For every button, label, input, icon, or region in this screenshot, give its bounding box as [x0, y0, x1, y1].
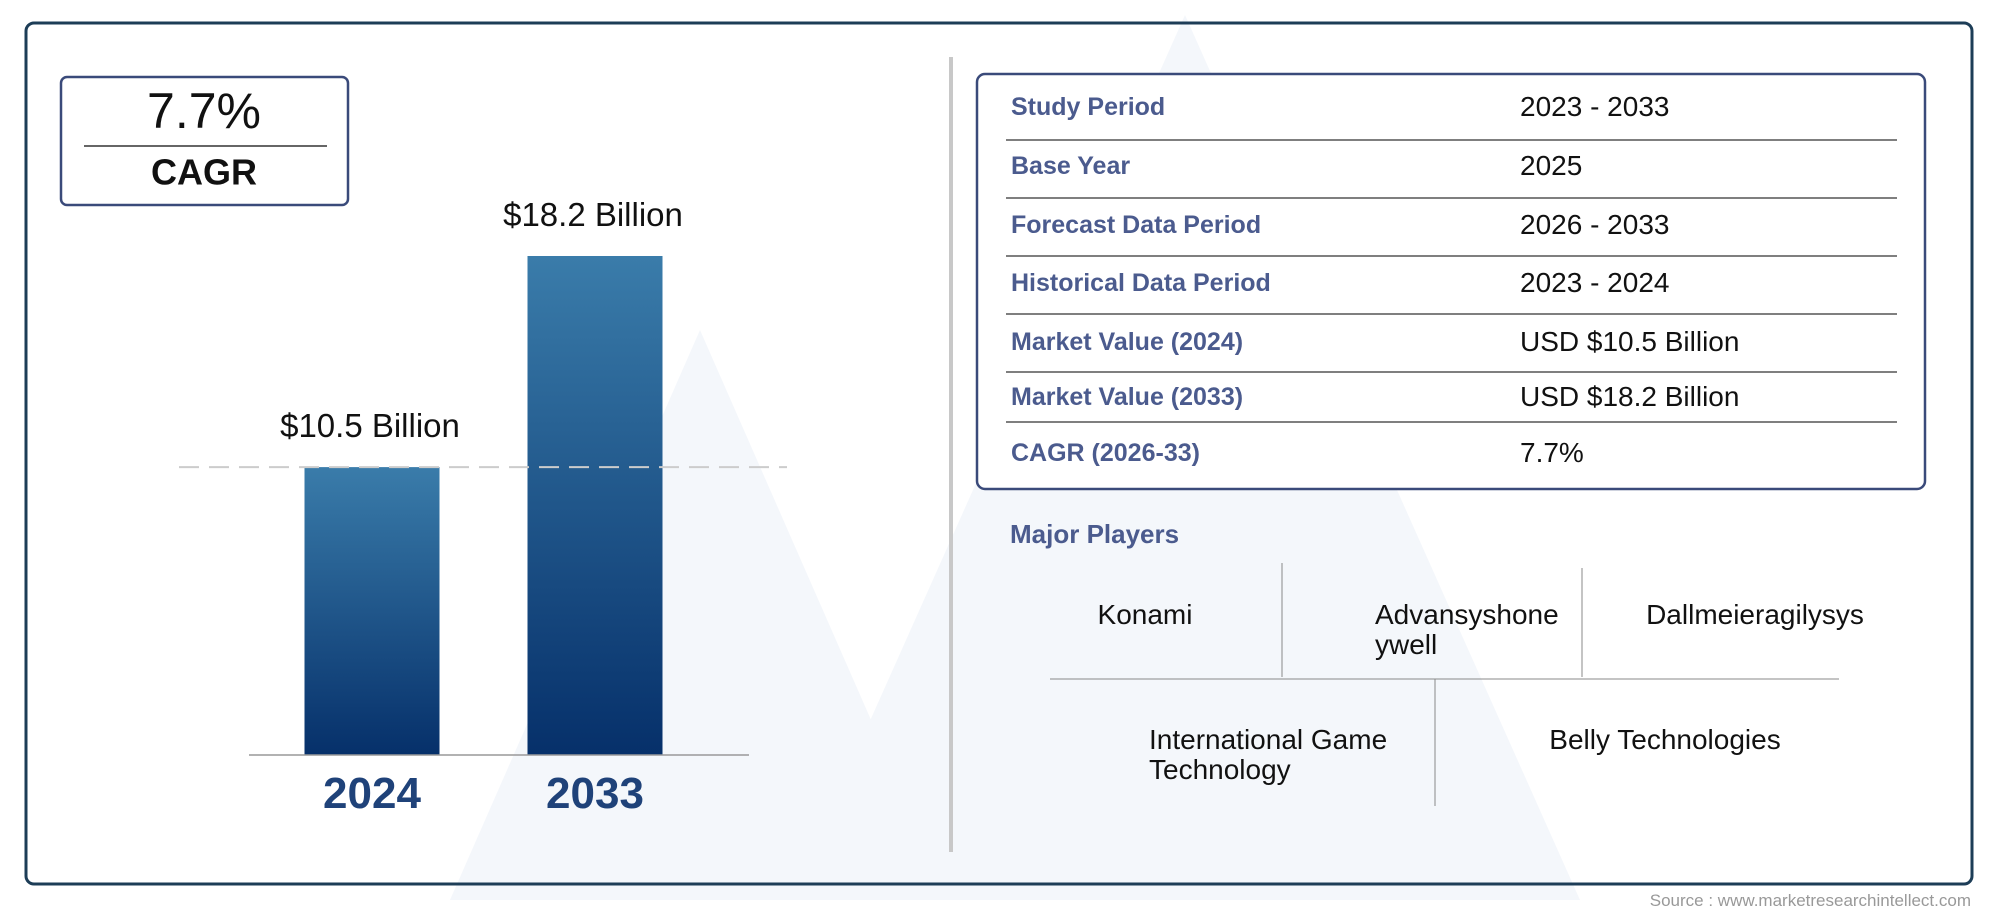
table-box	[975, 72, 1927, 491]
bar	[304, 467, 440, 755]
row-value: 7.7%	[1520, 437, 1584, 468]
row-label: Historical Data Period	[1011, 269, 1271, 297]
source: Source : www.marketresearchintellect.com	[1649, 891, 1971, 910]
row-value: 2025	[1520, 150, 1583, 181]
row-value: 2023 - 2024	[1520, 267, 1670, 298]
cagr-box	[59, 75, 350, 207]
row-label: Base Year	[1011, 152, 1131, 180]
player: International Game Technology	[1149, 724, 1388, 785]
section-title: Major Players	[1010, 519, 1180, 549]
row-label: Market Value (2024)	[1011, 328, 1244, 356]
row-label: Study Period	[1011, 93, 1166, 121]
player: Dallmeieragilysys	[1646, 599, 1864, 630]
value-label: $10.5 Billion	[280, 407, 460, 444]
bar	[527, 256, 663, 755]
player: Belly Technologies	[1549, 724, 1781, 755]
player: Advansyshoneywell	[1375, 599, 1559, 660]
row-value: USD $10.5 Billion	[1520, 326, 1740, 357]
row-label: Forecast Data Period	[1011, 211, 1262, 239]
cagr-value: 7.7%	[147, 83, 261, 139]
row-value: 2026 - 2033	[1520, 209, 1670, 240]
row-value: USD $18.2 Billion	[1520, 381, 1740, 412]
x-tick-label: 2024	[323, 769, 421, 818]
cagr-label: CAGR	[151, 152, 257, 193]
value-label: $18.2 Billion	[503, 196, 683, 233]
row-label: Market Value (2033)	[1011, 383, 1244, 411]
row-value: 2023 - 2033	[1520, 91, 1670, 122]
x-tick-label: 2033	[546, 769, 644, 818]
player: Konami	[1097, 599, 1193, 630]
row-label: CAGR (2026-33)	[1011, 439, 1200, 467]
watermark	[450, 330, 950, 900]
frame	[24, 21, 1974, 886]
